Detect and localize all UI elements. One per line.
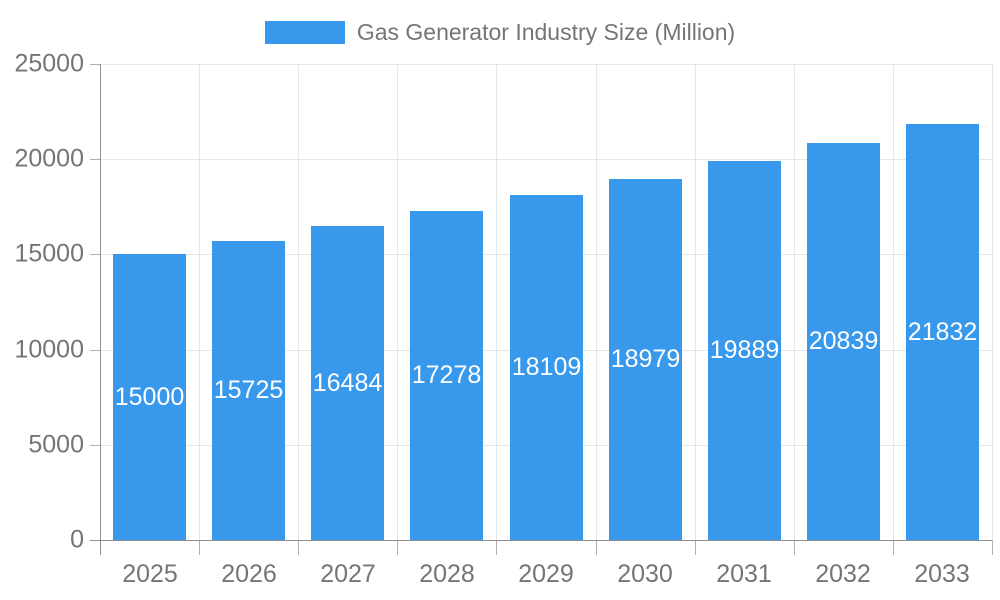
- v-gridline: [893, 64, 894, 540]
- bar-value-label: 15725: [213, 376, 284, 404]
- y-axis-label: 5000: [28, 430, 84, 459]
- x-axis-label-2027: 2027: [320, 560, 376, 588]
- x-axis-tick: [992, 540, 993, 555]
- x-axis-label-2031: 2031: [716, 560, 772, 588]
- x-axis-tick: [397, 540, 398, 555]
- y-axis-tick: [90, 350, 100, 351]
- bar-2026[interactable]: 15725: [212, 241, 285, 540]
- y-axis-tick: [90, 64, 100, 65]
- bar-value-label: 15000: [114, 382, 185, 411]
- x-axis-tick: [298, 540, 299, 555]
- v-gridline: [397, 64, 398, 540]
- bar-2033[interactable]: 21832: [906, 124, 979, 540]
- bar-value-label: 20839: [808, 327, 879, 355]
- v-gridline: [794, 64, 795, 540]
- bar-2028[interactable]: 17278: [410, 211, 483, 540]
- y-axis-label: 0: [70, 525, 84, 554]
- x-axis-tick: [199, 540, 200, 555]
- v-gridline: [298, 64, 299, 540]
- v-gridline: [695, 64, 696, 540]
- y-axis-line: [100, 64, 101, 555]
- x-axis-tick: [794, 540, 795, 555]
- h-gridline: [100, 159, 992, 160]
- bar-2030[interactable]: 18979: [609, 179, 682, 540]
- v-gridline: [596, 64, 597, 540]
- y-axis-label: 15000: [14, 239, 84, 268]
- bar-2032[interactable]: 20839: [807, 143, 880, 540]
- x-axis-label-2025: 2025: [122, 560, 178, 588]
- legend-color-swatch: [264, 21, 345, 44]
- bar-value-label: 21832: [907, 317, 978, 346]
- legend: Gas Generator Industry Size (Million): [0, 19, 1000, 46]
- legend-label: Gas Generator Industry Size (Million): [356, 19, 736, 45]
- bar-value-label: 18979: [610, 345, 681, 373]
- y-axis-tick: [90, 159, 100, 160]
- x-axis-label-2033: 2033: [914, 560, 970, 588]
- y-axis-tick: [90, 254, 100, 255]
- y-axis-label: 10000: [14, 335, 84, 364]
- x-axis-label-2029: 2029: [518, 560, 574, 588]
- x-axis-label-2026: 2026: [221, 560, 277, 588]
- x-axis-tick: [496, 540, 497, 555]
- x-axis-label-2028: 2028: [419, 560, 475, 588]
- y-axis-label: 20000: [14, 144, 84, 173]
- bar-value-label: 16484: [312, 368, 383, 397]
- bar-2029[interactable]: 18109: [510, 195, 583, 540]
- bar-2027[interactable]: 16484: [311, 226, 384, 540]
- x-axis-tick: [893, 540, 894, 555]
- x-axis-label-2030: 2030: [617, 560, 673, 588]
- bar-value-label: 18109: [511, 353, 582, 381]
- v-gridline: [199, 64, 200, 540]
- v-gridline: [496, 64, 497, 540]
- y-axis-label: 25000: [14, 49, 84, 78]
- x-axis-label-2032: 2032: [815, 560, 871, 588]
- h-gridline: [100, 64, 992, 65]
- v-gridline: [992, 64, 993, 540]
- bar-value-label: 17278: [411, 361, 482, 389]
- bar-value-label: 19889: [709, 336, 780, 364]
- bar-2031[interactable]: 19889: [708, 161, 781, 540]
- y-axis-tick: [90, 445, 100, 446]
- x-axis-line: [90, 540, 992, 541]
- x-axis-tick: [596, 540, 597, 555]
- x-axis-tick: [695, 540, 696, 555]
- bar-2025[interactable]: 15000: [113, 254, 186, 540]
